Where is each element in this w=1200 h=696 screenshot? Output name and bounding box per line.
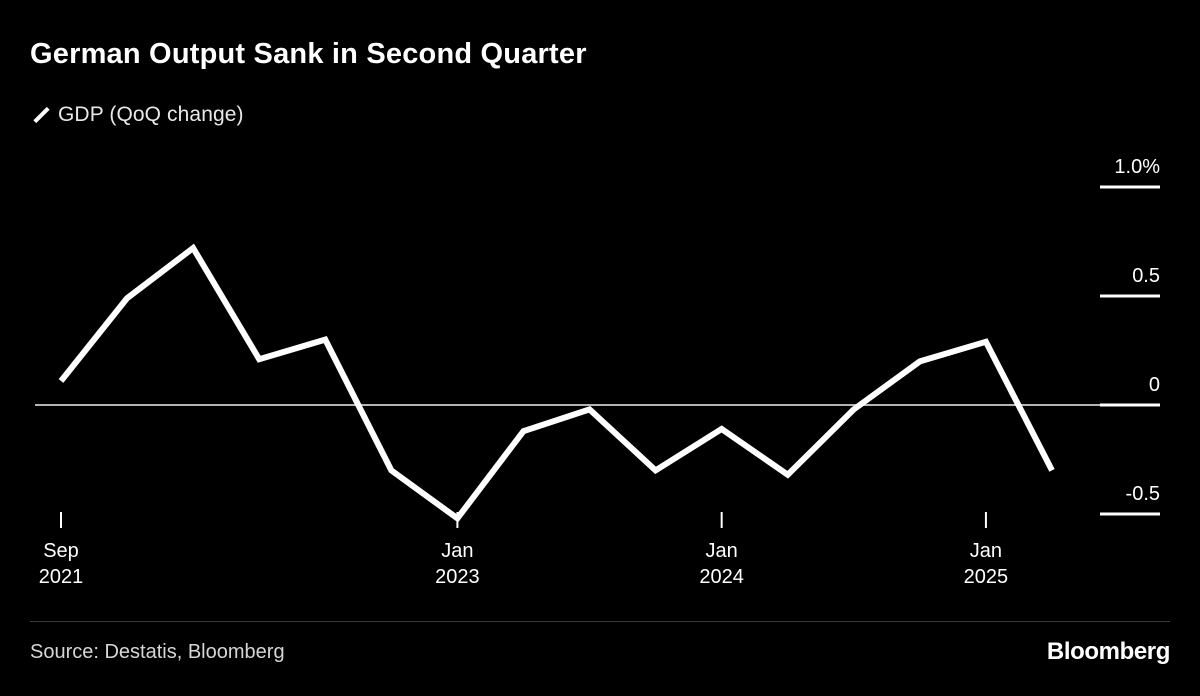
bloomberg-logo: Bloomberg bbox=[1046, 638, 1170, 665]
page-title: German Output Sank in Second Quarter bbox=[30, 38, 587, 70]
footer-divider bbox=[30, 621, 1170, 622]
source-note: Source: Destatis, Bloomberg bbox=[30, 641, 285, 663]
legend-item-label: GDP (QoQ change) bbox=[58, 103, 244, 126]
gdp-series-line bbox=[58, 243, 1055, 523]
chart-legend: GDP (QoQ change) bbox=[30, 102, 244, 128]
